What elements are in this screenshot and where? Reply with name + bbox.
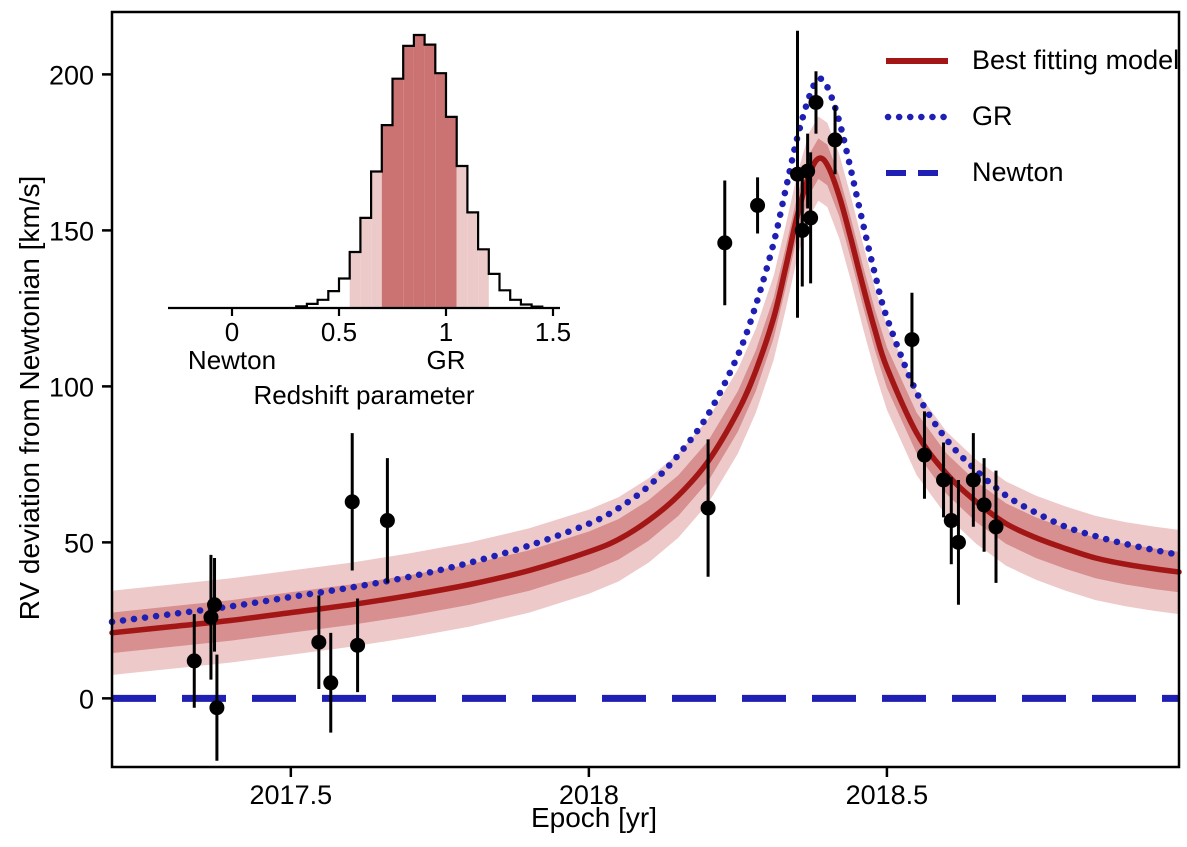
data-point — [186, 653, 202, 669]
data-point — [803, 210, 819, 226]
dashed-line-icon — [886, 169, 948, 176]
inset-x-tick-label: 1 — [439, 317, 453, 347]
inset-annotation-gr: GR — [427, 345, 466, 375]
x-tick-label: 2018.5 — [846, 780, 929, 810]
data-point — [750, 197, 766, 213]
inset-histogram-bin — [435, 73, 446, 308]
inset-histogram-outline — [295, 33, 544, 308]
inset-annotation-newton: Newton — [188, 345, 276, 375]
data-point — [717, 235, 733, 251]
x-tick-label: 2018 — [559, 780, 619, 810]
data-point — [976, 497, 992, 513]
data-point — [311, 634, 327, 650]
data-point — [379, 513, 395, 529]
data-point — [943, 513, 959, 529]
y-tick-label: 100 — [49, 372, 94, 402]
data-point — [916, 447, 932, 463]
inset-histogram-bin — [371, 171, 382, 308]
data-point — [800, 163, 816, 179]
data-point — [207, 597, 223, 613]
inset-histogram-bin — [424, 44, 436, 308]
inset-histogram-bin — [349, 252, 361, 308]
data-point — [936, 472, 952, 488]
data-point — [344, 494, 360, 510]
legend-label-best-fit: Best fitting model — [972, 45, 1180, 75]
legend-entry-best-fit: Best fitting model — [884, 45, 1179, 76]
y-tick-label: 0 — [79, 684, 94, 714]
gr-curve — [108, 75, 1183, 626]
dotted-line-icon — [884, 113, 950, 120]
data-point — [350, 637, 366, 653]
data-point — [794, 222, 810, 238]
best-fit-curve — [109, 155, 1182, 636]
plot-frame — [110, 10, 1181, 769]
legend: Best fitting model GR Newton — [884, 45, 1179, 188]
inset-histogram-bin — [446, 116, 457, 309]
inset-histogram-bin — [467, 212, 479, 308]
data-point — [988, 519, 1004, 535]
inset-x-tick-label: 0.5 — [321, 317, 357, 347]
data-point — [827, 132, 843, 148]
inset-histogram-bin — [403, 45, 414, 309]
data-point — [965, 472, 981, 488]
data-point — [904, 332, 920, 348]
inset-x-axis-label: Redshift parameter — [253, 380, 474, 410]
inset-x-tick-label: 1.5 — [535, 317, 571, 347]
y-tick-label: 200 — [49, 60, 94, 90]
data-point — [950, 534, 966, 550]
inset-histogram-bin — [381, 125, 393, 308]
data-point — [323, 675, 339, 691]
data-point — [209, 700, 225, 716]
y-tick-label: 50 — [64, 528, 94, 558]
legend-label-newton: Newton — [972, 157, 1064, 187]
solid-line-icon — [886, 57, 948, 64]
inset-x-tick-label: 0 — [225, 317, 239, 347]
inset-histogram-bin — [413, 35, 425, 308]
data-point — [700, 500, 716, 516]
legend-entry-newton: Newton — [884, 157, 1179, 188]
x-tick-label: 2017.5 — [250, 780, 333, 810]
y-axis-label: RV deviation from Newtonian [km/s] — [14, 175, 45, 621]
inset-histogram-bin — [392, 78, 404, 308]
legend-entry-gr: GR — [884, 101, 1179, 132]
inset-histogram-bin — [360, 217, 372, 308]
data-point — [808, 94, 824, 110]
inset-histogram-bin — [478, 249, 489, 308]
legend-label-gr: GR — [972, 101, 1013, 131]
inset-histogram-bin — [456, 166, 468, 308]
x-axis-label: Epoch [yr] — [530, 802, 658, 833]
y-tick-label: 150 — [49, 216, 94, 246]
